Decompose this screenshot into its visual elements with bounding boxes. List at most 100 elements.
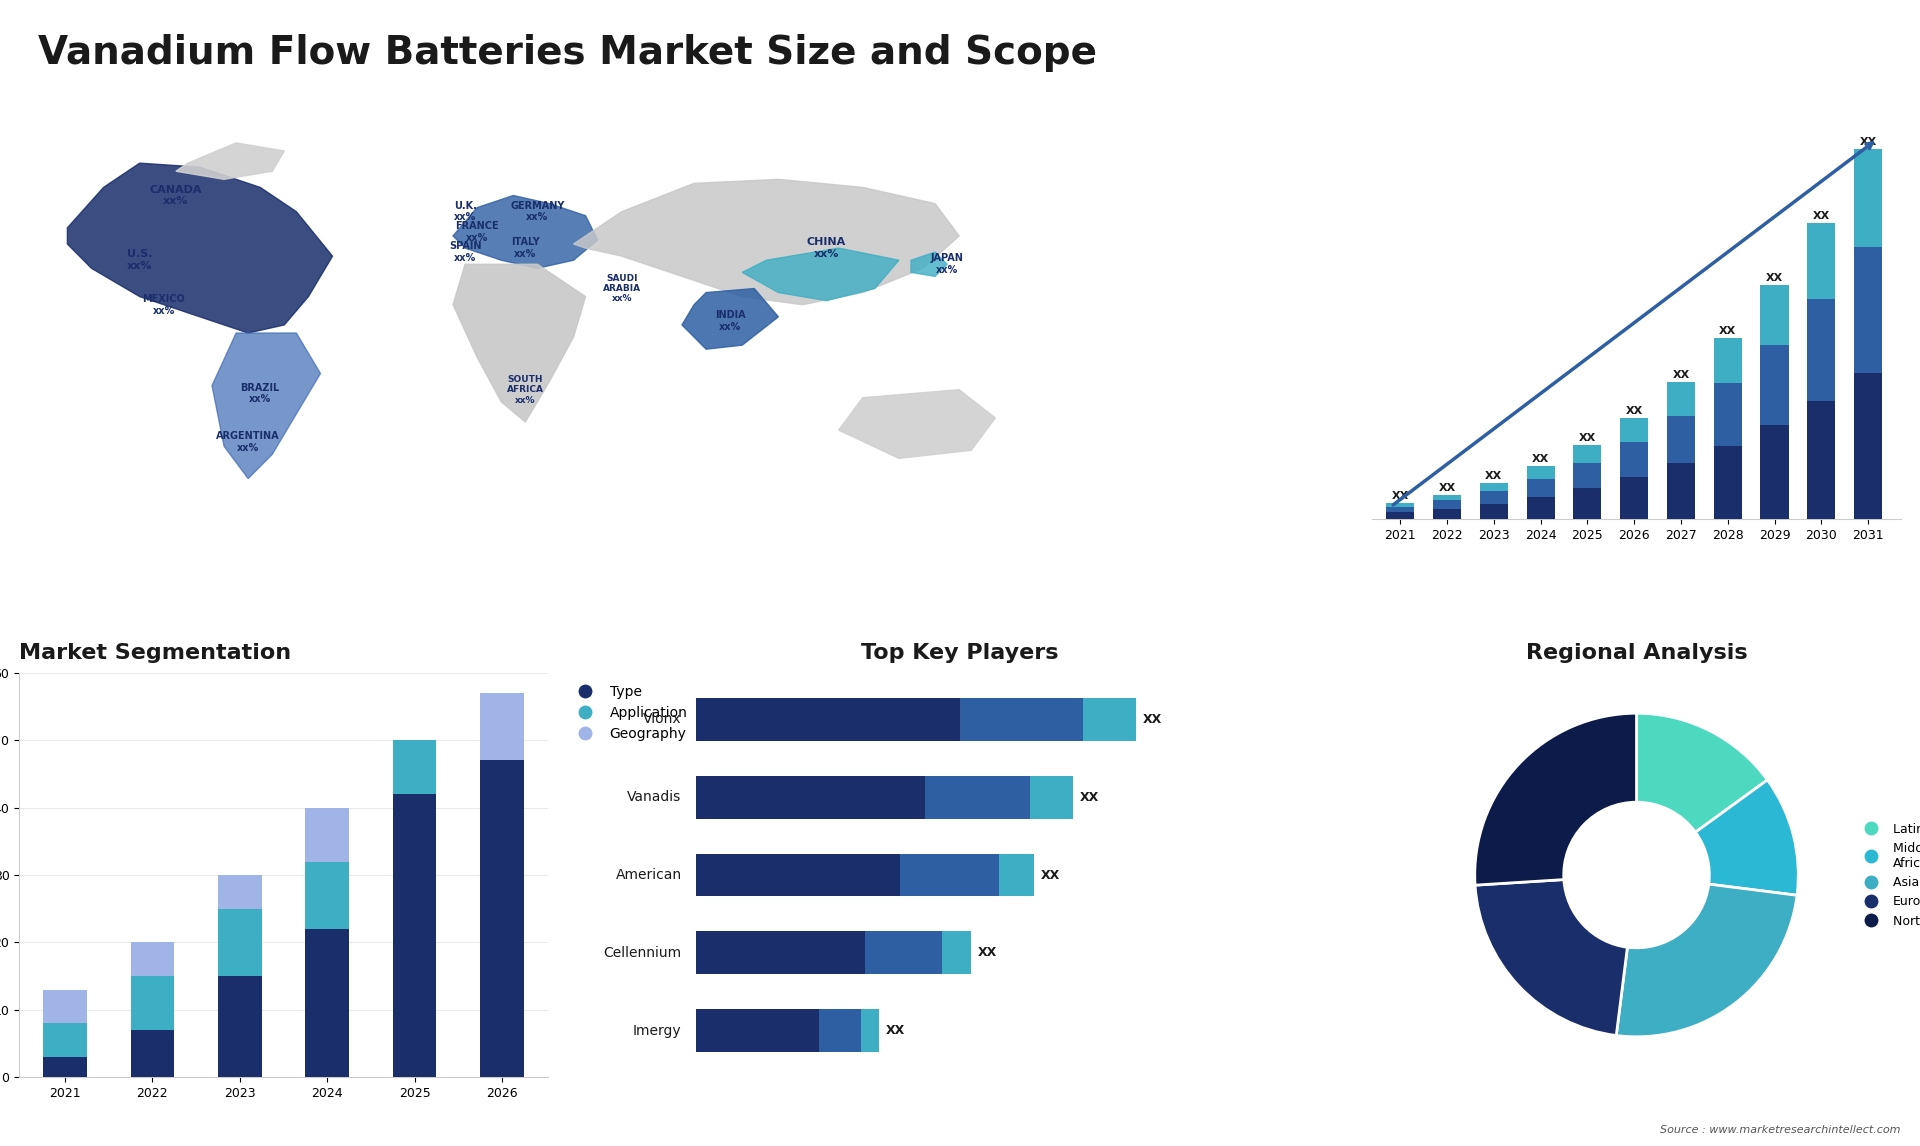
Bar xyxy=(1807,222,1836,299)
Bar xyxy=(695,932,864,974)
Legend: Latin America, Middle East &
Africa, Asia Pacific, Europe, North America: Latin America, Middle East & Africa, Asi… xyxy=(1853,817,1920,933)
Bar xyxy=(1620,418,1647,442)
Text: INDIA
xx%: INDIA xx% xyxy=(714,311,745,331)
Bar xyxy=(943,932,972,974)
Legend: Type, Application, Geography: Type, Application, Geography xyxy=(564,680,693,747)
Text: XX: XX xyxy=(1859,138,1876,148)
Bar xyxy=(998,854,1035,896)
Bar xyxy=(480,693,524,761)
Text: ARGENTINA
xx%: ARGENTINA xx% xyxy=(217,431,280,453)
Bar xyxy=(1572,445,1601,463)
Bar xyxy=(1761,285,1789,345)
Text: XX: XX xyxy=(1438,482,1455,493)
Wedge shape xyxy=(1617,884,1797,1037)
Bar xyxy=(219,876,261,909)
Text: Imergy: Imergy xyxy=(634,1023,682,1037)
Bar xyxy=(925,776,1031,818)
Bar xyxy=(1480,504,1507,519)
Text: XX: XX xyxy=(1578,433,1596,444)
Bar xyxy=(1761,345,1789,425)
Bar xyxy=(1667,416,1695,463)
Bar xyxy=(1480,492,1507,504)
Bar xyxy=(305,929,349,1077)
Text: XX: XX xyxy=(885,1025,904,1037)
Bar xyxy=(864,932,943,974)
Bar xyxy=(219,976,261,1077)
Bar xyxy=(1526,479,1555,496)
Text: XX: XX xyxy=(1486,471,1503,480)
Title: Regional Analysis: Regional Analysis xyxy=(1526,643,1747,662)
Wedge shape xyxy=(1695,780,1799,895)
Text: XX: XX xyxy=(1812,211,1830,220)
Bar xyxy=(1526,466,1555,479)
Bar xyxy=(1572,488,1601,519)
Text: XX: XX xyxy=(1142,713,1162,725)
Text: SPAIN
xx%: SPAIN xx% xyxy=(449,242,482,262)
Bar xyxy=(394,740,436,794)
Text: XX: XX xyxy=(977,947,996,959)
Text: Source : www.marketresearchintellect.com: Source : www.marketresearchintellect.com xyxy=(1661,1124,1901,1135)
Bar xyxy=(44,1023,86,1057)
Text: American: American xyxy=(616,868,682,882)
Bar xyxy=(960,698,1083,740)
Polygon shape xyxy=(682,289,778,350)
Bar xyxy=(695,854,900,896)
Bar xyxy=(1855,149,1882,248)
Polygon shape xyxy=(453,196,597,268)
Bar xyxy=(820,1010,862,1052)
Bar xyxy=(131,976,175,1030)
Bar xyxy=(1855,248,1882,372)
Bar xyxy=(1572,463,1601,488)
Polygon shape xyxy=(574,179,960,305)
Circle shape xyxy=(1563,802,1709,948)
Bar xyxy=(44,990,86,1023)
Bar xyxy=(305,862,349,929)
Bar xyxy=(1667,383,1695,416)
Polygon shape xyxy=(67,163,332,333)
Bar xyxy=(695,698,960,740)
Bar xyxy=(1855,372,1882,519)
Text: BRAZIL
xx%: BRAZIL xx% xyxy=(240,383,280,405)
Text: Cellennium: Cellennium xyxy=(603,945,682,960)
Bar xyxy=(394,794,436,1077)
Polygon shape xyxy=(839,390,995,458)
Text: ITALY
xx%: ITALY xx% xyxy=(511,237,540,259)
Text: XX: XX xyxy=(1672,370,1690,380)
Bar xyxy=(695,776,925,818)
Bar xyxy=(219,909,261,976)
Title: Top Key Players: Top Key Players xyxy=(862,643,1058,662)
Wedge shape xyxy=(1636,713,1768,832)
Text: MEXICO
xx%: MEXICO xx% xyxy=(142,293,184,315)
Bar xyxy=(305,808,349,862)
Bar xyxy=(1386,507,1415,512)
Text: XX: XX xyxy=(1041,869,1060,881)
Bar xyxy=(131,1030,175,1077)
Text: XX: XX xyxy=(1626,406,1644,416)
Bar xyxy=(1386,512,1415,519)
Text: Vanadium Flow Batteries Market Size and Scope: Vanadium Flow Batteries Market Size and … xyxy=(38,34,1098,72)
Polygon shape xyxy=(211,333,321,479)
Bar xyxy=(1526,496,1555,519)
Text: JAPAN
xx%: JAPAN xx% xyxy=(931,253,964,275)
Text: Vionx: Vionx xyxy=(643,713,682,727)
Bar xyxy=(1620,442,1647,477)
Bar xyxy=(1432,509,1461,519)
Bar xyxy=(862,1010,879,1052)
Text: CHINA
xx%: CHINA xx% xyxy=(806,237,847,259)
Text: XX: XX xyxy=(1532,454,1549,464)
Bar xyxy=(1715,338,1741,383)
Bar xyxy=(1715,446,1741,519)
Text: XX: XX xyxy=(1392,490,1409,501)
Polygon shape xyxy=(1672,53,1751,101)
Bar xyxy=(1620,477,1647,519)
Bar xyxy=(44,1057,86,1077)
Text: Vanadis: Vanadis xyxy=(628,791,682,804)
Polygon shape xyxy=(177,143,284,179)
Text: CANADA
xx%: CANADA xx% xyxy=(150,185,202,206)
Bar xyxy=(1386,503,1415,507)
Polygon shape xyxy=(743,248,899,300)
Bar xyxy=(1807,400,1836,519)
Bar xyxy=(1083,698,1137,740)
Text: MARKET
RESEARCH
INTELLECT: MARKET RESEARCH INTELLECT xyxy=(1778,57,1834,89)
Bar xyxy=(1667,463,1695,519)
